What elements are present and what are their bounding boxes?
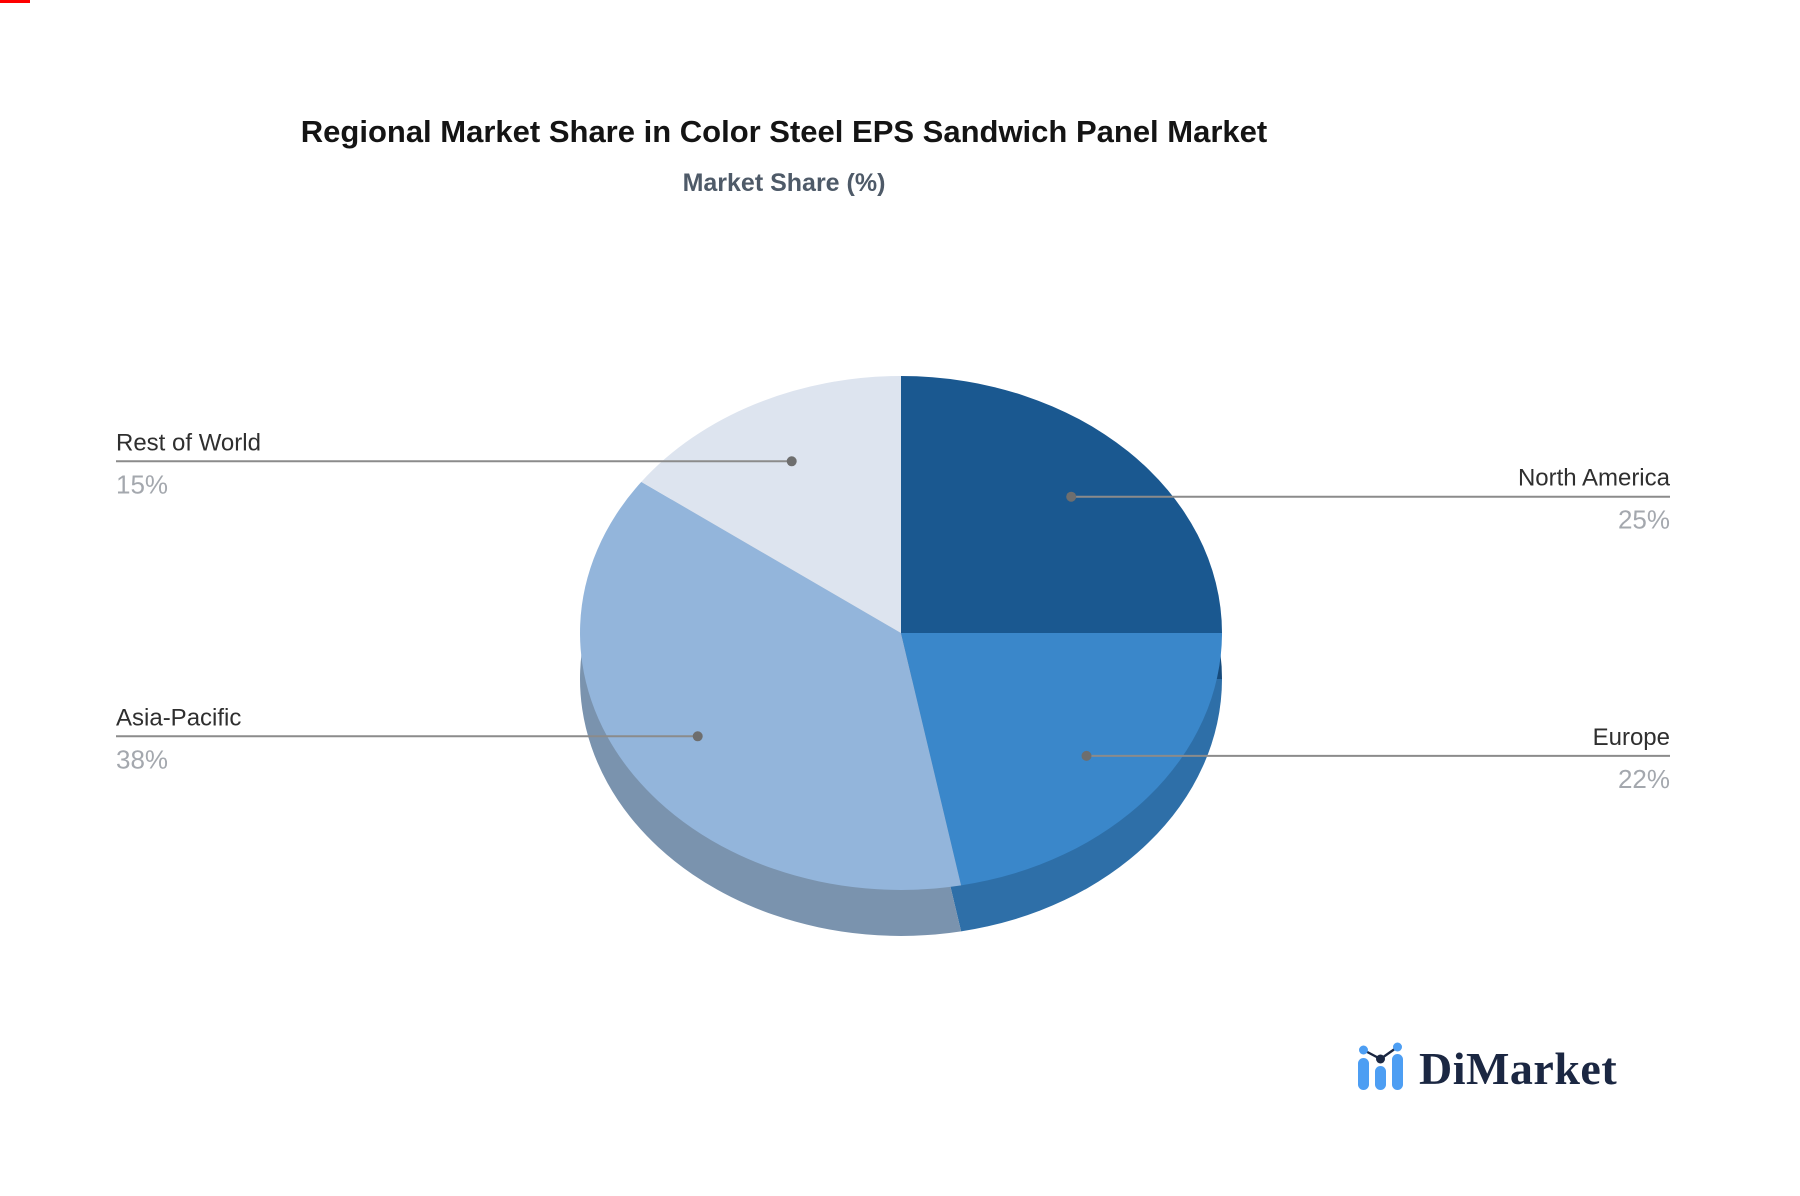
brand-logo: DiMarket	[1358, 1042, 1617, 1094]
slice-percent-label: 22%	[1618, 764, 1670, 794]
dimarket-logo-icon	[1358, 1042, 1403, 1090]
slice-name-label: North America	[1518, 465, 1671, 492]
slice-name-label: Rest of World	[116, 429, 261, 456]
pie-slice-asia-pacific[interactable]	[580, 481, 962, 890]
slice-label-rest-of-world: Rest of World 15%	[116, 429, 797, 499]
slice-label-north-america: North America 25%	[1066, 465, 1671, 535]
chart-subtitle: Market Share (%)	[682, 169, 886, 197]
slice-name-label: Europe	[1593, 724, 1670, 751]
pie-slice-north-america[interactable]	[901, 376, 1222, 633]
slice-percent-label: 15%	[116, 469, 168, 499]
leader-dot	[692, 731, 703, 742]
slice-percent-label: 25%	[1618, 505, 1670, 535]
brand-logo-text: DiMarket	[1419, 1043, 1618, 1094]
slice-label-asia-pacific: Asia-Pacific 38%	[116, 704, 703, 774]
pie-slice-europe[interactable]	[901, 633, 1222, 886]
screen-capture-artifact	[0, 0, 30, 3]
slice-percent-label: 38%	[116, 744, 168, 774]
pie-slice-rest-of-world[interactable]	[641, 375, 901, 633]
slice-label-europe: Europe 22%	[1081, 724, 1670, 794]
leader-dot	[1081, 750, 1092, 761]
leader-dot	[786, 456, 797, 467]
leader-dot	[1066, 491, 1077, 502]
chart-title: Regional Market Share in Color Steel EPS…	[300, 114, 1268, 149]
slice-name-label: Asia-Pacific	[116, 704, 241, 731]
